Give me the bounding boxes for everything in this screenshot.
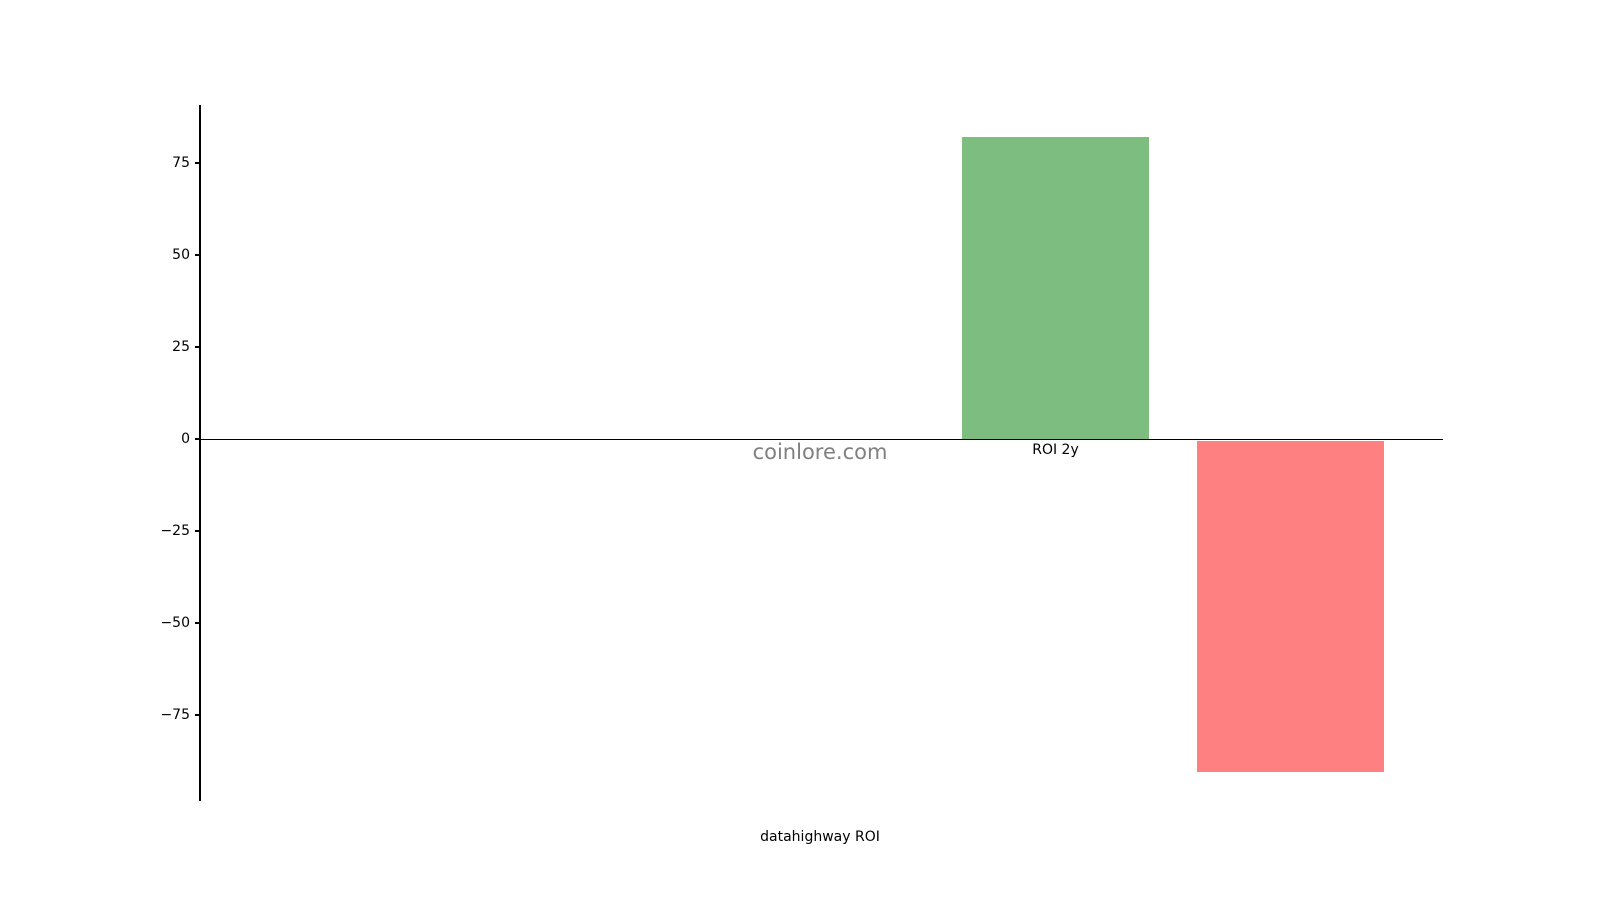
y-tick-mark xyxy=(194,162,200,164)
y-tick-mark xyxy=(194,530,200,532)
y-axis-line xyxy=(199,105,201,801)
y-tick-mark xyxy=(194,346,200,348)
y-tick-mark xyxy=(194,438,200,440)
y-tick-label: −75 xyxy=(160,707,190,723)
y-tick-label: 75 xyxy=(172,155,190,171)
x-axis-zero-line xyxy=(199,438,1443,440)
y-tick-label: −25 xyxy=(160,523,190,539)
y-tick-mark xyxy=(194,622,200,624)
y-tick-label: −50 xyxy=(160,615,190,631)
y-tick-mark xyxy=(194,714,200,716)
y-tick-label: 25 xyxy=(172,339,190,355)
y-tick-label: 50 xyxy=(172,247,190,263)
bar-unlabeled-1 xyxy=(1197,440,1384,772)
x-tick-label: ROI 2y xyxy=(1032,442,1079,458)
y-tick-label: 0 xyxy=(181,431,190,447)
bar-roi-2y xyxy=(962,137,1149,439)
y-tick-mark xyxy=(194,254,200,256)
watermark-text: coinlore.com xyxy=(752,440,888,464)
x-axis-label: datahighway ROI xyxy=(760,829,880,845)
